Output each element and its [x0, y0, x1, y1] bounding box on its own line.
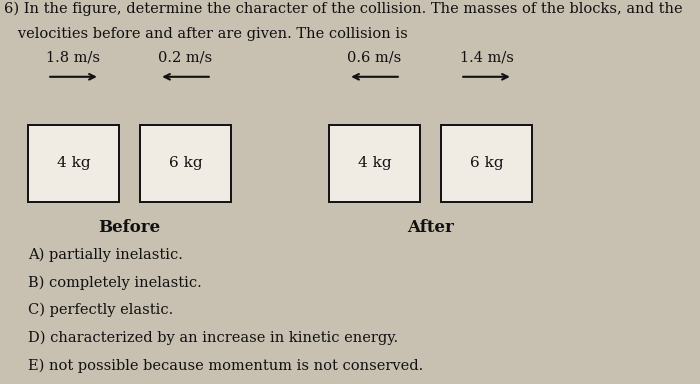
Text: 6 kg: 6 kg — [470, 156, 503, 170]
Bar — [441, 125, 532, 202]
Text: 0.6 m/s: 0.6 m/s — [347, 51, 402, 65]
Text: B) completely inelastic.: B) completely inelastic. — [28, 275, 202, 290]
Text: C) perfectly elastic.: C) perfectly elastic. — [28, 303, 174, 317]
Text: 6) In the figure, determine the character of the collision. The masses of the bl: 6) In the figure, determine the characte… — [4, 2, 682, 16]
Text: 4 kg: 4 kg — [57, 156, 90, 170]
Text: 1.8 m/s: 1.8 m/s — [46, 51, 101, 65]
Text: E) not possible because momentum is not conserved.: E) not possible because momentum is not … — [28, 358, 423, 372]
Bar — [28, 125, 119, 202]
Text: Before: Before — [99, 219, 160, 236]
Text: D) characterized by an increase in kinetic energy.: D) characterized by an increase in kinet… — [28, 331, 398, 345]
Bar — [329, 125, 420, 202]
Bar — [140, 125, 231, 202]
Text: 0.2 m/s: 0.2 m/s — [158, 51, 213, 65]
Text: velocities before and after are given. The collision is: velocities before and after are given. T… — [4, 27, 407, 41]
Text: 1.4 m/s: 1.4 m/s — [460, 51, 513, 65]
Text: 4 kg: 4 kg — [358, 156, 391, 170]
Text: After: After — [407, 219, 454, 236]
Text: 6 kg: 6 kg — [169, 156, 202, 170]
Text: A) partially inelastic.: A) partially inelastic. — [28, 248, 183, 262]
